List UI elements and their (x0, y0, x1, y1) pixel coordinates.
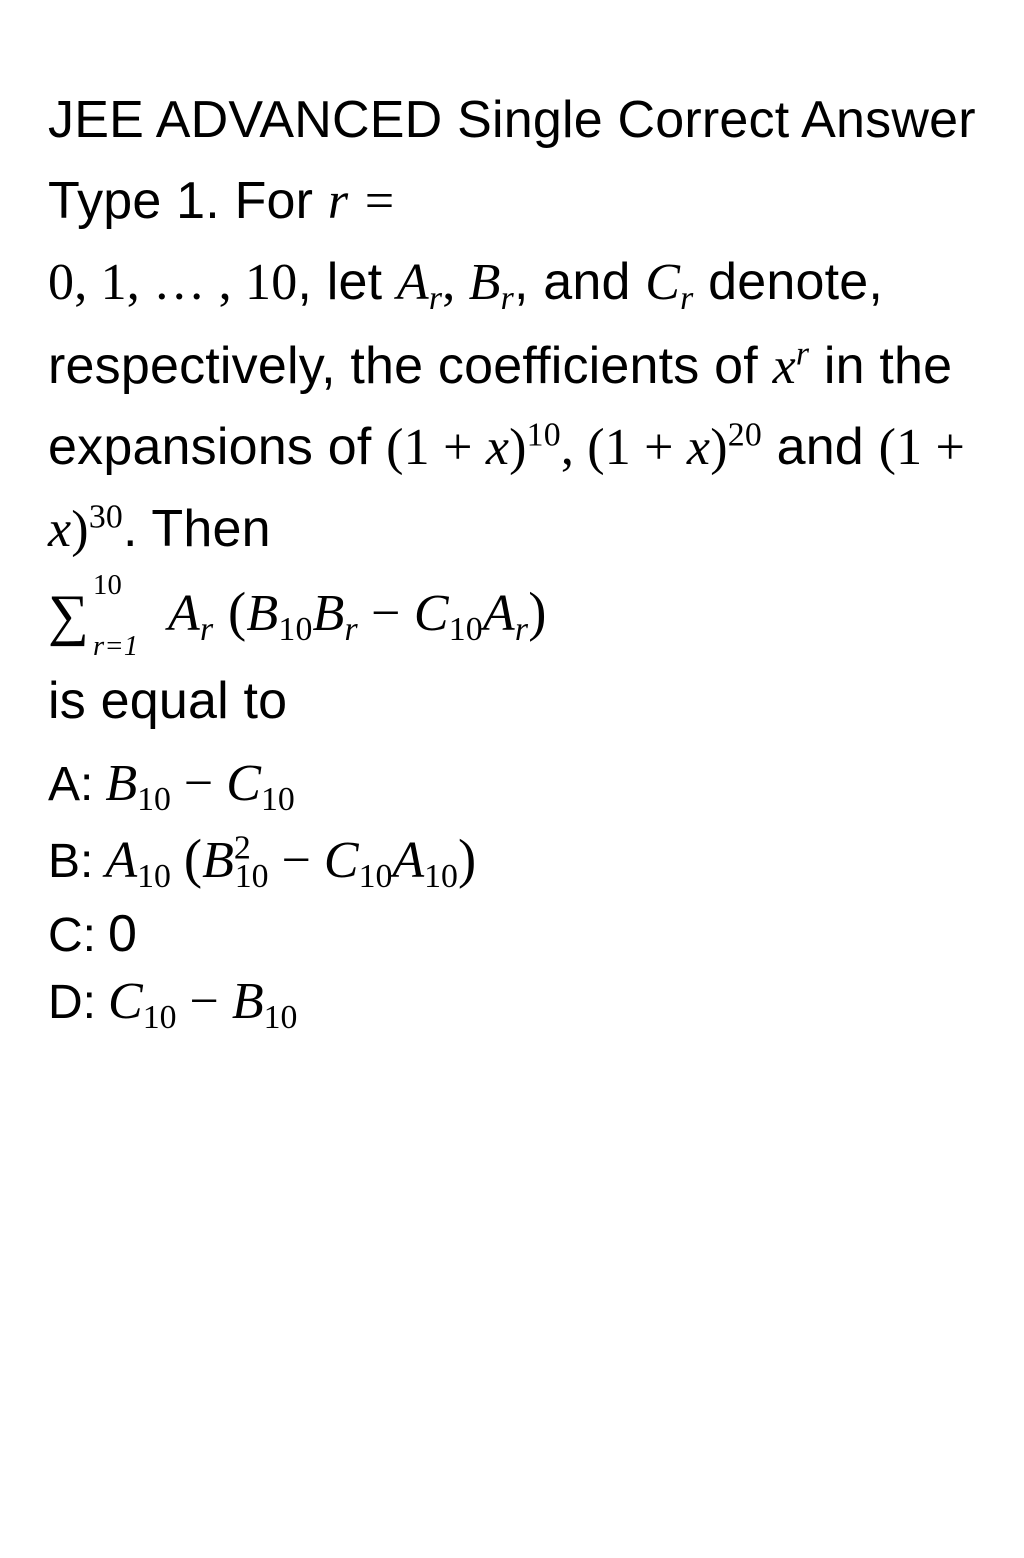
option-a-body: B10 − C10 (105, 754, 294, 819)
sum-A: A (168, 585, 200, 642)
close-1: ) (509, 419, 527, 476)
one-plus-3: 1 + (896, 419, 965, 476)
ob-A2: A (392, 832, 424, 889)
ob-B: B (202, 832, 234, 889)
sub-r-1: r (429, 280, 442, 317)
one-plus-1: 1 + (404, 419, 486, 476)
option-b-body: A10 (B210 − C10A10) (105, 827, 476, 896)
sum-C: C (414, 585, 449, 642)
var-A: A (397, 254, 429, 311)
oa-C-sub: 10 (261, 781, 295, 818)
sum-A2-sub: r (515, 612, 528, 649)
option-d-body: C10 − B10 (108, 972, 297, 1037)
od-B: B (232, 973, 264, 1030)
oa-C: C (226, 755, 261, 812)
oa-minus: − (171, 755, 226, 812)
sum-A2: A (483, 585, 515, 642)
question-text: JEE ADVANCED Single Correct Answer Type … (48, 80, 976, 742)
x-var-2: x (486, 419, 509, 476)
x-var-4: x (48, 501, 71, 558)
comma-2: , (561, 419, 587, 476)
ob-A-sub: 10 (137, 858, 171, 895)
open-2: ( (587, 419, 605, 476)
option-d[interactable]: D: C10 − B10 (48, 972, 976, 1037)
math-r-eq: r = (328, 173, 397, 230)
sum-B1-sub: 10 (278, 612, 312, 649)
var-B: B (469, 254, 501, 311)
x-var-3: x (687, 419, 710, 476)
ob-A2-sub: 10 (424, 858, 458, 895)
summation: ∑ 10 r=1 (48, 572, 168, 661)
and-word: , and (514, 253, 645, 311)
sum-B2-sub: r (345, 612, 358, 649)
sum-open: ( (228, 581, 246, 642)
sum-lower: r=1 (93, 625, 138, 669)
sum-C-sub: 10 (449, 612, 483, 649)
ob-minus: − (269, 832, 324, 889)
option-b-label: B: (48, 834, 93, 889)
heading-text: JEE ADVANCED Single Correct Answer Type … (48, 91, 976, 230)
sum-close: ) (528, 581, 546, 642)
ob-close: ) (458, 828, 476, 889)
ob-open: ( (184, 828, 202, 889)
var-C: C (645, 254, 680, 311)
option-b[interactable]: B: A10 (B210 − C10A10) (48, 827, 976, 896)
ob-C: C (324, 832, 359, 889)
is-equal: is equal to (48, 672, 287, 730)
ob-B-sub: 10 (235, 858, 269, 895)
pow-30: 30 (89, 498, 123, 535)
close-3: ) (71, 501, 89, 558)
od-B-sub: 10 (264, 999, 298, 1036)
oa-B: B (105, 755, 137, 812)
let-word: , let (297, 253, 396, 311)
close-2: ) (710, 419, 728, 476)
oa-B-sub: 10 (137, 781, 171, 818)
option-c[interactable]: C: 0 (48, 904, 976, 964)
math-range: 0, 1, … , 10 (48, 254, 297, 311)
option-c-label: C: (48, 908, 96, 963)
od-minus: − (176, 973, 231, 1030)
open-1: ( (386, 419, 404, 476)
ob-C-sub: 10 (359, 858, 393, 895)
option-a[interactable]: A: B10 − C10 (48, 754, 976, 819)
options-block: A: B10 − C10 B: A10 (B210 − C10A10) C: 0… (48, 754, 976, 1037)
sum-B1: B (246, 585, 278, 642)
sum-upper: 10 (93, 564, 122, 608)
sub-r-3: r (680, 280, 693, 317)
then-word: . Then (123, 500, 271, 558)
sum-minus: − (358, 585, 414, 642)
od-C: C (108, 973, 143, 1030)
sum-A-sub: r (200, 612, 213, 649)
od-C-sub: 10 (143, 999, 177, 1036)
x-var-1: x (773, 338, 796, 395)
pow-10: 10 (527, 417, 561, 454)
sup-r: r (796, 335, 809, 372)
ob-A: A (105, 832, 137, 889)
sum-B2: B (313, 585, 345, 642)
open-3: ( (879, 419, 897, 476)
one-plus-2: 1 + (605, 419, 687, 476)
comma-1: , (442, 254, 468, 311)
sum-sign: ∑ (48, 572, 89, 661)
sub-r-2: r (501, 280, 514, 317)
and-mid: and (762, 418, 879, 476)
option-a-label: A: (48, 757, 93, 812)
option-d-label: D: (48, 975, 96, 1030)
option-c-body: 0 (108, 904, 137, 964)
pow-20: 20 (728, 417, 762, 454)
